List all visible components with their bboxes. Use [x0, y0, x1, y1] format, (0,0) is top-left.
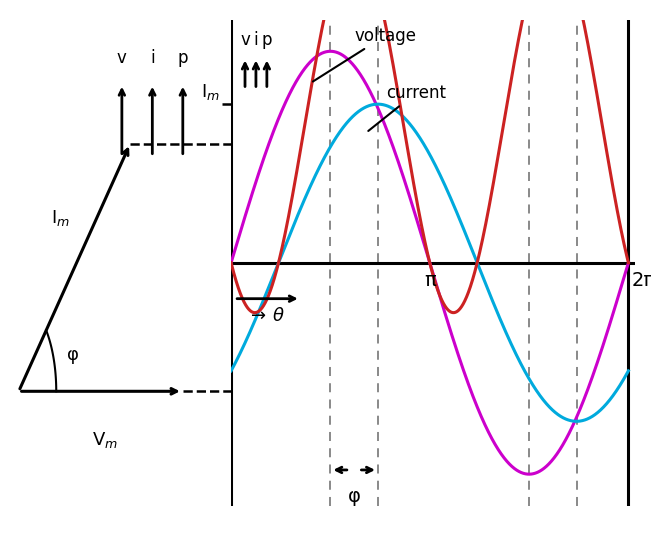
- Text: $\rightarrow\,\theta$: $\rightarrow\,\theta$: [247, 307, 284, 325]
- Text: p: p: [262, 31, 272, 49]
- Text: 2π: 2π: [631, 271, 651, 290]
- Text: power: power: [0, 558, 1, 559]
- Text: π: π: [424, 271, 436, 290]
- Text: φ: φ: [348, 487, 361, 506]
- Text: I$_m$: I$_m$: [51, 209, 70, 228]
- Text: v: v: [117, 49, 127, 67]
- Text: current: current: [368, 84, 446, 131]
- Text: φ: φ: [66, 346, 78, 364]
- Text: V$_m$: V$_m$: [92, 430, 118, 451]
- Text: v: v: [240, 31, 250, 49]
- Text: voltage: voltage: [313, 27, 416, 82]
- Text: p: p: [178, 49, 188, 67]
- Text: i: i: [150, 49, 155, 67]
- Text: i: i: [254, 31, 258, 49]
- Text: I$_m$: I$_m$: [201, 82, 220, 102]
